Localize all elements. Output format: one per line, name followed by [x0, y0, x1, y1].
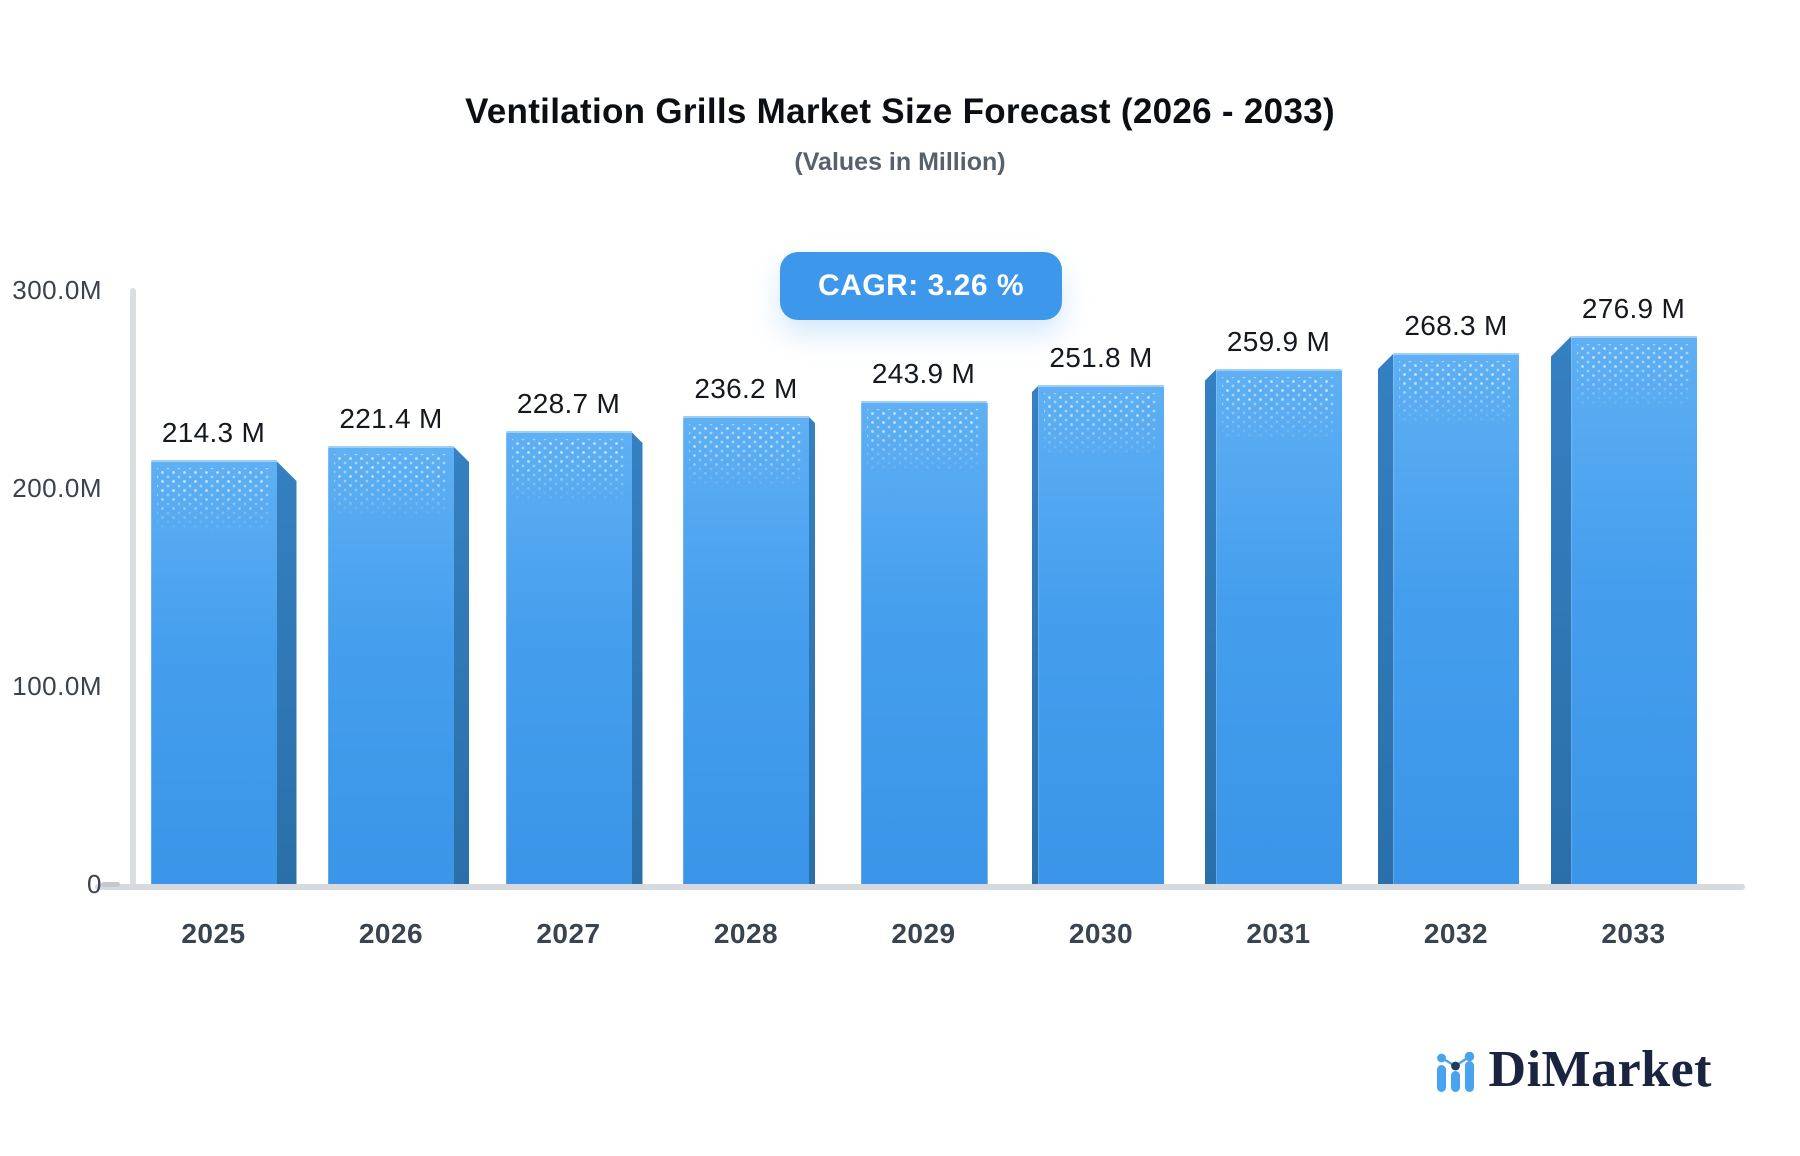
bar-value-label: 228.7 M	[516, 388, 621, 419]
y-tick-label: 100.0M	[12, 671, 102, 701]
bar-dot-texture	[334, 454, 448, 520]
y-tick-dash	[101, 882, 120, 887]
bar-value-label: 251.8 M	[1049, 342, 1153, 373]
bar-dot-texture	[511, 439, 626, 505]
y-tick-label: 300.0M	[12, 275, 102, 305]
brand-name: DiMarket	[1488, 1041, 1712, 1098]
bar-side-face-2033	[1550, 336, 1572, 884]
x-tick-label: 2029	[891, 918, 956, 949]
bar-value-label: 243.9 M	[871, 358, 976, 389]
bar-2027	[505, 431, 632, 884]
bar-2026	[328, 446, 454, 884]
bar-dot-texture	[1044, 393, 1158, 459]
chart-subtitle: (Values in Million)	[794, 148, 1006, 176]
bar-dot-texture	[689, 424, 803, 490]
x-tick-label: 2027	[536, 918, 601, 949]
chart-title: Ventilation Grills Market Size Forecast …	[465, 92, 1335, 131]
bar-side-face-2029	[985, 401, 988, 884]
x-tick-label: 2025	[181, 918, 246, 949]
bar-value-label: 214.3 M	[161, 417, 266, 448]
x-tick-label: 2032	[1423, 918, 1489, 949]
x-tick-label: 2026	[358, 918, 424, 949]
x-axis-line	[95, 884, 1745, 890]
bar-2033	[1570, 336, 1697, 884]
bar-dot-texture	[156, 468, 271, 534]
bar-value-label: 276.9 M	[1581, 293, 1686, 324]
bar-2032	[1393, 353, 1519, 884]
bar-side-face-2031	[1204, 369, 1217, 884]
bar-dot-texture	[1221, 377, 1336, 443]
cagr-badge: CAGR: 3.26 %	[779, 252, 1063, 320]
bar-side-face-2027	[630, 431, 643, 884]
bar-side-face-2026	[453, 446, 469, 884]
bar-side-face-2028	[808, 416, 815, 884]
bar-2028	[683, 416, 809, 884]
bar-value-label: 221.4 M	[339, 403, 443, 434]
x-tick-label: 2028	[713, 918, 779, 949]
y-tick-label: 200.0M	[12, 473, 102, 503]
bar-side-face-2025	[275, 460, 297, 884]
x-tick-label: 2030	[1068, 918, 1134, 949]
y-tick-label: 0	[87, 869, 102, 899]
bar-2030	[1038, 385, 1164, 884]
bar-dot-texture	[1399, 361, 1513, 427]
x-tick-label: 2031	[1246, 918, 1311, 949]
x-tick-label: 2033	[1601, 918, 1666, 949]
bar-value-label: 236.2 M	[694, 373, 798, 404]
bar-2029	[860, 401, 987, 884]
bar-2025	[150, 460, 277, 884]
bar-side-face-2030	[1032, 385, 1039, 884]
bar-dot-texture	[866, 409, 981, 475]
bar-value-label: 259.9 M	[1226, 326, 1331, 357]
y-axis-line	[130, 288, 136, 888]
bar-2031	[1215, 369, 1342, 884]
mini-bar-chart-icon	[1436, 1052, 1474, 1092]
brand-logo: DiMarket	[1435, 1041, 1712, 1098]
bar-dot-texture	[1576, 344, 1691, 410]
bar-value-label: 268.3 M	[1404, 310, 1508, 341]
bar-side-face-2032	[1378, 353, 1394, 884]
